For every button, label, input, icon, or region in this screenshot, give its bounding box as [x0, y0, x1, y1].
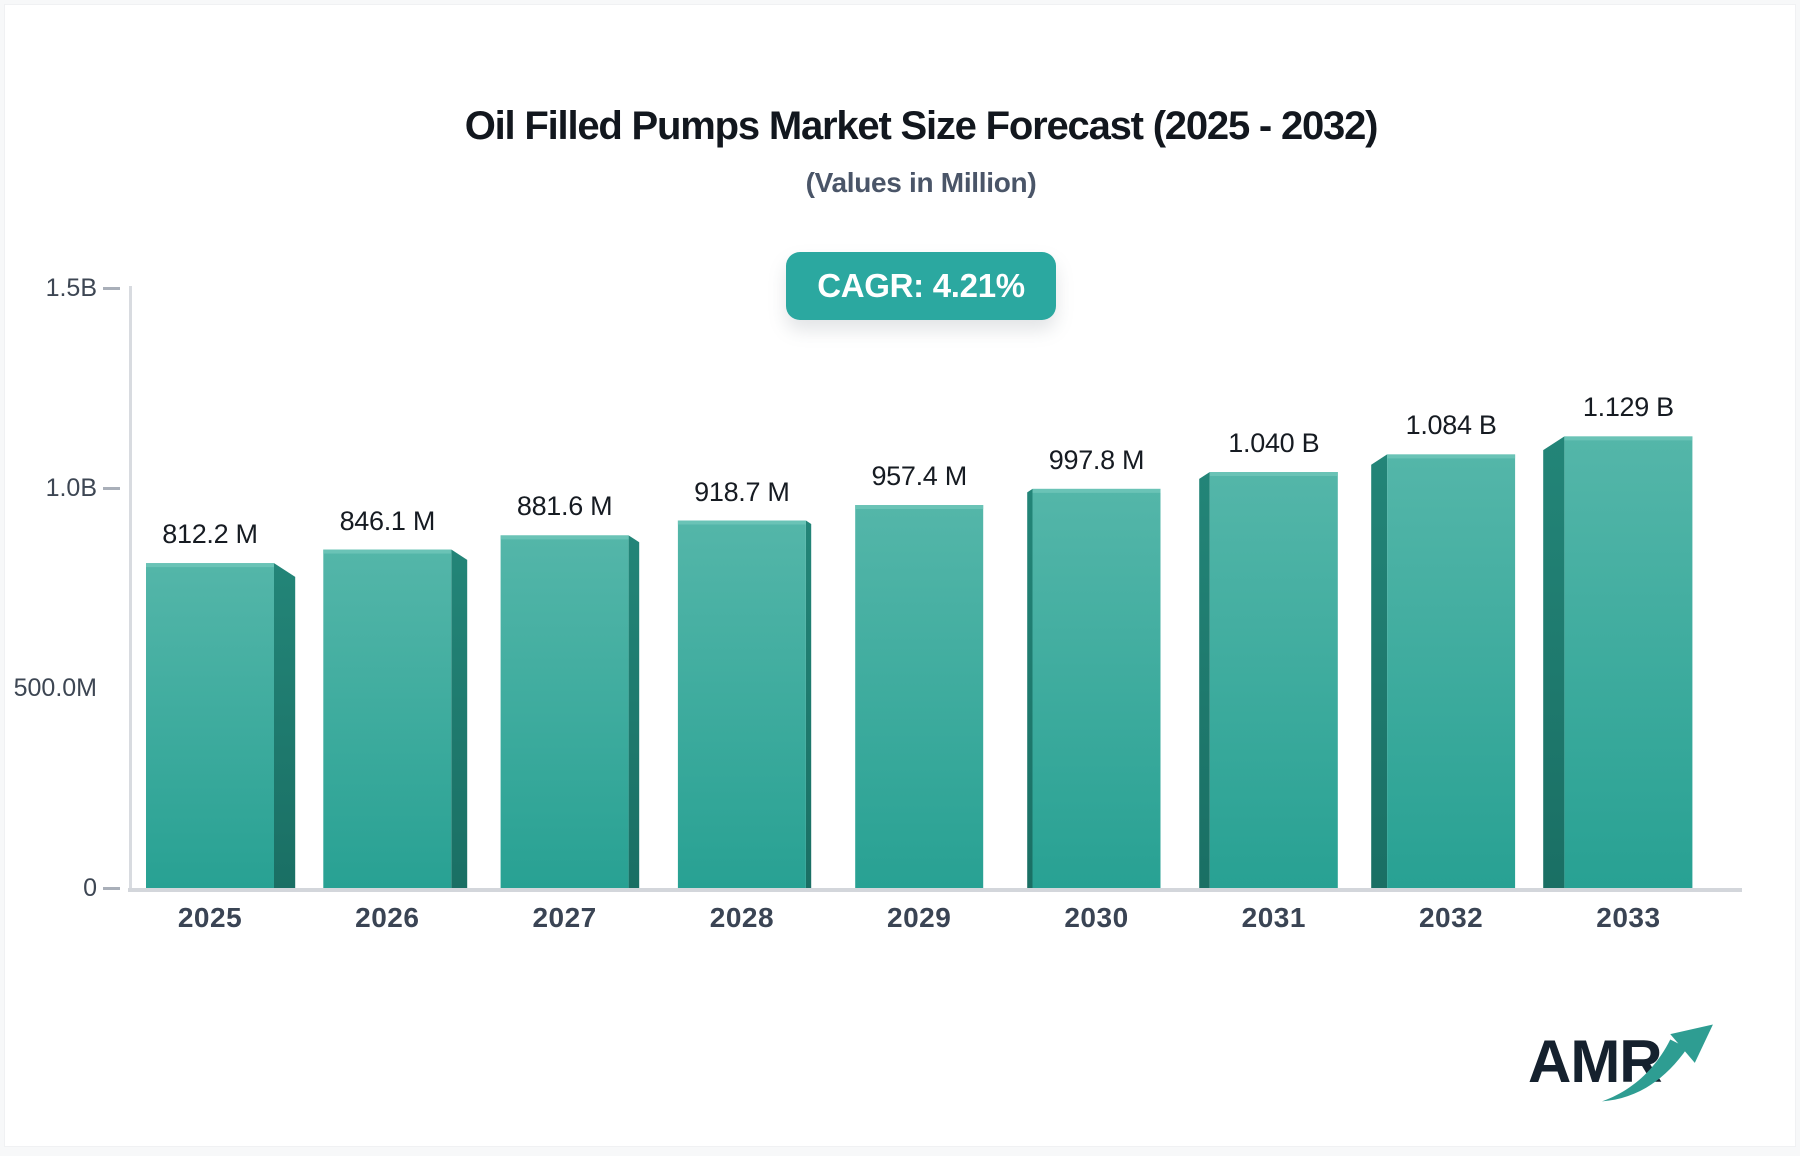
- y-axis-tick-label: 1.0B: [45, 474, 97, 502]
- y-axis-tick-mark: [103, 887, 120, 890]
- x-axis-label: 2031: [1241, 902, 1306, 933]
- bar-top-highlight: [1387, 454, 1516, 459]
- bar-top-highlight: [677, 520, 806, 525]
- bar-front-face: [1564, 436, 1693, 888]
- bar-2030[interactable]: [1027, 488, 1161, 888]
- bar-2027[interactable]: [500, 535, 640, 888]
- bar-2031[interactable]: [1199, 472, 1338, 888]
- bar-2026[interactable]: [323, 549, 468, 888]
- bar-top-highlight: [1032, 488, 1161, 493]
- y-axis-line: [129, 286, 132, 890]
- y-axis-tick-label: 0: [83, 874, 97, 902]
- bar-top-highlight: [855, 505, 984, 510]
- bar-value-label: 812.2 M: [162, 519, 258, 550]
- amr-logo: AMR: [1528, 1022, 1728, 1117]
- bar-side-face: [628, 535, 640, 888]
- bar-front-face: [500, 535, 629, 888]
- bar-side-face: [1199, 472, 1210, 888]
- bar-front-face: [1032, 488, 1161, 888]
- bar-top-highlight: [1209, 472, 1338, 476]
- bar-side-face: [451, 549, 468, 888]
- x-axis-label: 2032: [1418, 902, 1484, 933]
- bar-top-highlight: [1564, 436, 1693, 441]
- bar-value-label: 957.4 M: [871, 461, 967, 492]
- bar-front-face: [146, 563, 274, 888]
- bar-top-highlight: [146, 563, 274, 568]
- bar-side-face: [805, 520, 812, 888]
- bar-top-highlight: [500, 535, 629, 540]
- bar-value-label: 1.040 B: [1228, 428, 1320, 458]
- y-axis-tick-label: 1.5B: [45, 274, 97, 302]
- bar-value-label: 1.084 B: [1405, 410, 1497, 441]
- x-axis-line: [128, 888, 1742, 892]
- x-axis-label: 2026: [355, 902, 420, 933]
- bar-front-face: [1209, 472, 1338, 888]
- bar-value-label: 997.8 M: [1048, 444, 1145, 475]
- bar-value-label: 918.7 M: [694, 476, 790, 507]
- bar-value-label: 1.129 B: [1582, 392, 1674, 423]
- x-axis-label: 2030: [1064, 902, 1129, 933]
- y-axis-tick-mark: [103, 487, 120, 490]
- bar-2032[interactable]: [1371, 454, 1516, 888]
- bar-front-face: [855, 505, 984, 888]
- bar-2025[interactable]: [146, 563, 296, 888]
- bar-side-face: [274, 563, 296, 888]
- bar-value-label: 846.1 M: [339, 505, 436, 536]
- bar-front-face: [677, 520, 806, 888]
- x-axis-label: 2033: [1596, 902, 1661, 933]
- bar-side-face: [1027, 488, 1033, 888]
- bar-front-face: [1387, 454, 1516, 888]
- bar-front-face: [323, 549, 452, 888]
- x-axis-label: 2029: [887, 902, 952, 933]
- y-axis-tick-mark: [103, 287, 120, 290]
- x-axis-label: 2028: [709, 902, 775, 933]
- bar-2033[interactable]: [1543, 436, 1693, 888]
- bar-2029[interactable]: [855, 505, 984, 888]
- bar-top-highlight: [323, 549, 452, 554]
- bar-side-face: [1543, 436, 1565, 888]
- x-axis-label: 2025: [177, 902, 243, 933]
- bar-value-label: 881.6 M: [516, 491, 613, 522]
- x-axis-label: 2027: [532, 902, 597, 933]
- y-axis-tick-label: 500.0M: [13, 674, 97, 702]
- bar-2028[interactable]: [677, 520, 812, 888]
- bar-side-face: [1371, 454, 1388, 888]
- growth-arrow-icon: [1602, 1024, 1713, 1102]
